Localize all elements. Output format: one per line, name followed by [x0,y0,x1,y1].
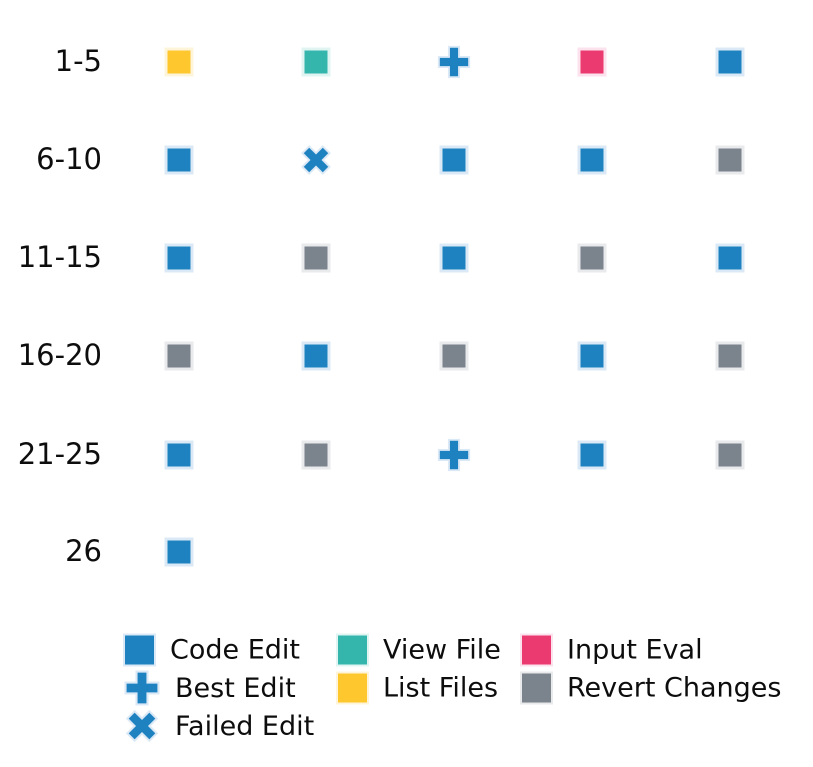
input-eval-square-icon [577,47,607,77]
code-edit-square-icon [301,341,331,371]
legend-label: Failed Edit [175,710,315,742]
failed-edit-x-icon [125,709,159,743]
row-label-16-20: 16-20 [17,337,102,372]
row-label-26: 26 [65,533,102,568]
legend-label: Input Eval [567,634,703,666]
revert-changes-square-icon [164,341,194,371]
revert-changes-square-icon [301,440,331,470]
code-edit-square-icon [164,440,194,470]
view-file-square-icon [336,633,369,667]
view-file-square-icon [301,47,331,77]
code-edit-square-icon [164,243,194,273]
legend-label: List Files [383,672,499,704]
code-edit-square-icon [164,537,194,567]
revert-changes-square-icon [520,671,553,705]
input-eval-square-icon [520,633,553,667]
code-edit-square-icon [577,440,607,470]
code-edit-square-icon [439,243,469,273]
code-edit-square-icon [577,145,607,175]
code-edit-square-icon [123,633,156,667]
list-files-square-icon [164,47,194,77]
legend-item-input-eval: Input Eval [520,633,703,667]
revert-changes-square-icon [715,145,745,175]
code-edit-square-icon [164,145,194,175]
legend-item-code-edit: Code Edit [123,633,300,667]
legend-item-best-edit: Best Edit [123,669,296,707]
row-label-11-15: 11-15 [17,239,102,274]
row-label-6-10: 6-10 [36,141,102,176]
legend-label: Code Edit [170,634,300,666]
legend-label: View File [383,634,501,666]
code-edit-square-icon [715,243,745,273]
revert-changes-square-icon [301,243,331,273]
code-edit-square-icon [577,341,607,371]
code-edit-square-icon [715,47,745,77]
best-edit-plus-icon [437,438,471,472]
legend-item-revert-changes: Revert Changes [520,671,782,705]
legend-item-view-file: View File [336,633,501,667]
best-edit-plus-icon [437,45,471,79]
row-label-1-5: 1-5 [54,43,102,78]
revert-changes-square-icon [715,341,745,371]
legend-label: Best Edit [175,672,296,704]
failed-edit-x-icon [301,145,331,175]
best-edit-plus-icon [124,670,160,706]
revert-changes-square-icon [439,341,469,371]
list-files-square-icon [336,671,369,705]
code-edit-square-icon [439,145,469,175]
row-label-21-25: 21-25 [17,436,102,471]
revert-changes-square-icon [715,440,745,470]
legend-label: Revert Changes [567,672,782,704]
legend-item-list-files: List Files [336,671,499,705]
revert-changes-square-icon [577,243,607,273]
legend-item-failed-edit: Failed Edit [123,707,314,745]
